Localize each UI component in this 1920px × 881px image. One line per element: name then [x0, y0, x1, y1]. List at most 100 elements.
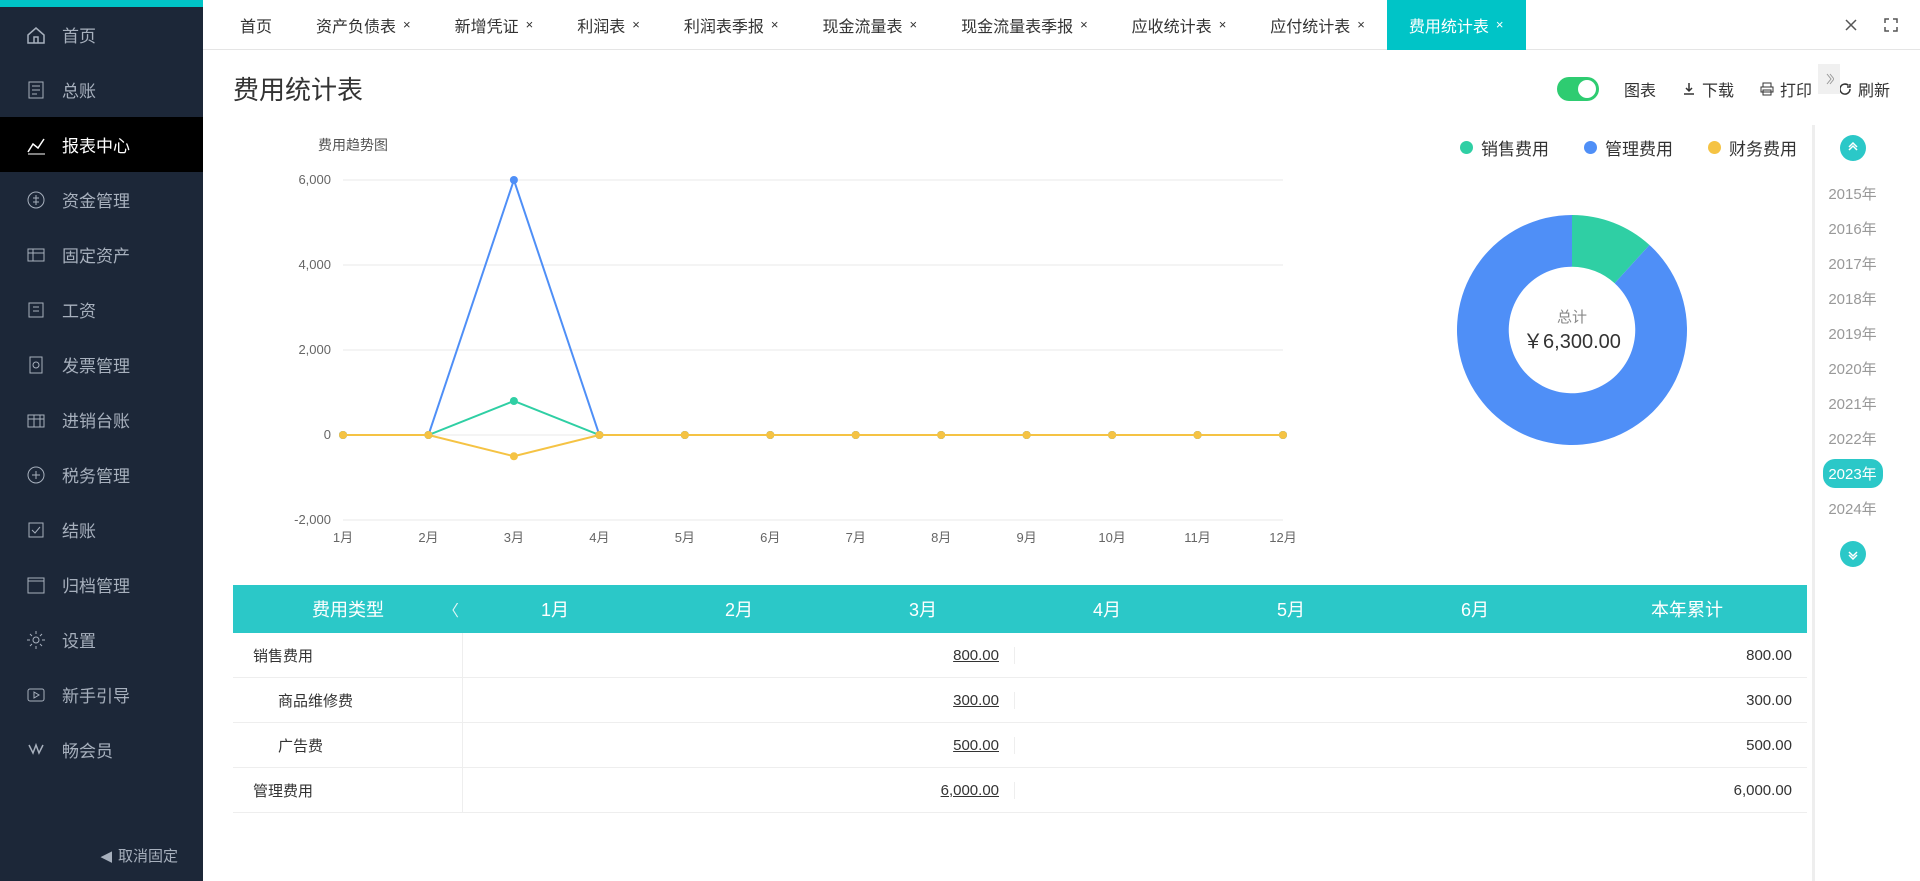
- sidebar-item-ledger[interactable]: 总账: [0, 62, 203, 117]
- td-month[interactable]: 800.00: [831, 647, 1015, 664]
- tab-label: 首页: [240, 13, 272, 37]
- close-all-icon[interactable]: [1840, 14, 1862, 36]
- tab[interactable]: 现金流量表季报×: [939, 0, 1110, 50]
- sidebar-item-salary[interactable]: 工资: [0, 282, 203, 337]
- tab[interactable]: 利润表季报×: [662, 0, 801, 50]
- expense-table: 费用类型 〈 1月2月3月4月5月6月 〉 本年累计 销售费用 800.00 800…: [233, 585, 1807, 813]
- chart-icon: [25, 134, 47, 156]
- tab-close-icon[interactable]: ×: [1496, 17, 1504, 32]
- legend-item[interactable]: 管理费用: [1584, 135, 1673, 160]
- sidebar-item-label: 设置: [62, 627, 96, 652]
- tab-close-icon[interactable]: ×: [1219, 17, 1227, 32]
- year-option[interactable]: 2018年: [1823, 284, 1883, 313]
- sidebar-item-chart[interactable]: 报表中心: [0, 117, 203, 172]
- sidebar-item-invoice[interactable]: 发票管理: [0, 337, 203, 392]
- td-type: 销售费用: [233, 633, 463, 677]
- salary-icon: [25, 299, 47, 321]
- tab[interactable]: 应收统计表 ×: [1110, 0, 1249, 50]
- svg-text:9月: 9月: [1017, 530, 1037, 545]
- donut-chart: 总计￥6,300.00: [1422, 180, 1722, 480]
- sidebar-item-label: 资金管理: [62, 187, 130, 212]
- td-total: 300.00: [1567, 692, 1807, 709]
- sidebar-item-asset[interactable]: 固定资产: [0, 227, 203, 282]
- sidebar-item-vip[interactable]: 畅会员: [0, 722, 203, 777]
- pin-icon: ◀: [100, 847, 112, 865]
- svg-text:￥6,300.00: ￥6,300.00: [1523, 331, 1621, 353]
- sidebar-item-archive[interactable]: 归档管理: [0, 557, 203, 612]
- sidebar-item-money[interactable]: 资金管理: [0, 172, 203, 227]
- tab-close-icon[interactable]: ×: [1080, 17, 1088, 32]
- td-type: 广告费: [233, 723, 463, 767]
- svg-text:12月: 12月: [1269, 530, 1296, 545]
- year-option[interactable]: 2019年: [1823, 319, 1883, 348]
- prev-month-arrow[interactable]: 〈: [443, 597, 459, 621]
- year-option[interactable]: 2016年: [1823, 214, 1883, 243]
- sidebar-item-inventory[interactable]: 进销台账: [0, 392, 203, 447]
- td-type: 商品维修费: [233, 678, 463, 722]
- collapse-handle[interactable]: [1818, 64, 1840, 94]
- tab-close-icon[interactable]: ×: [403, 17, 411, 32]
- page-header: 费用统计表 图表 下载 打印 刷新: [233, 70, 1890, 107]
- legend-item[interactable]: 财务费用: [1708, 135, 1797, 160]
- tab-close-icon[interactable]: ×: [632, 17, 640, 32]
- td-total: 6,000.00: [1567, 782, 1807, 799]
- year-option[interactable]: 2024年: [1823, 494, 1883, 523]
- year-up-button[interactable]: [1840, 135, 1866, 161]
- tab-close-icon[interactable]: ×: [526, 17, 534, 32]
- chart-toggle[interactable]: [1557, 77, 1599, 101]
- sidebar-item-guide[interactable]: 新手引导: [0, 667, 203, 722]
- td-total: 800.00: [1567, 647, 1807, 664]
- sidebar: 首页总账报表中心资金管理固定资产工资发票管理进销台账税务管理结账归档管理设置新手…: [0, 0, 203, 881]
- fullscreen-icon[interactable]: [1880, 14, 1902, 36]
- table-header: 费用类型 〈 1月2月3月4月5月6月 〉 本年累计: [233, 585, 1807, 633]
- svg-text:5月: 5月: [675, 530, 695, 545]
- year-option[interactable]: 2017年: [1823, 249, 1883, 278]
- th-month: 2月: [647, 596, 831, 622]
- tab-label: 费用统计表: [1409, 13, 1489, 37]
- tab[interactable]: 现金流量表×: [800, 0, 939, 50]
- sidebar-item-label: 发票管理: [62, 352, 130, 377]
- year-down-button[interactable]: [1840, 541, 1866, 567]
- year-panel: 2015年 2016年 2017年 2018年 2019年 2020年 2021年 2022年…: [1815, 125, 1890, 881]
- tab-close-icon[interactable]: ×: [1357, 17, 1365, 32]
- sidebar-item-home[interactable]: 首页: [0, 7, 203, 62]
- tab[interactable]: 新增凭证×: [433, 0, 556, 50]
- th-month: 1月: [463, 596, 647, 622]
- tab-close-icon[interactable]: ×: [909, 17, 917, 32]
- year-option[interactable]: 2020年: [1823, 354, 1883, 383]
- year-option[interactable]: 2022年: [1823, 424, 1883, 453]
- tab[interactable]: 费用统计表 ×: [1387, 0, 1526, 50]
- tab[interactable]: 应付统计表×: [1248, 0, 1387, 50]
- sidebar-accent: [0, 0, 203, 7]
- tab[interactable]: 利润表×: [555, 0, 662, 50]
- print-button[interactable]: 打印: [1759, 77, 1812, 101]
- svg-text:6,000: 6,000: [298, 172, 331, 187]
- year-option[interactable]: 2015年: [1823, 179, 1883, 208]
- sidebar-item-label: 工资: [62, 297, 96, 322]
- legend-dot: [1584, 141, 1597, 154]
- refresh-button[interactable]: 刷新: [1837, 77, 1890, 101]
- svg-text:11月: 11月: [1184, 530, 1211, 545]
- td-month[interactable]: 6,000.00: [831, 782, 1015, 799]
- legend-item[interactable]: 销售费用: [1460, 135, 1549, 160]
- sidebar-item-tax[interactable]: 税务管理: [0, 447, 203, 502]
- tab[interactable]: 资产负债表 ×: [294, 0, 433, 50]
- download-button[interactable]: 下载: [1681, 77, 1734, 101]
- tab[interactable]: 首页: [218, 0, 294, 50]
- archive-icon: [25, 574, 47, 596]
- year-option[interactable]: 2021年: [1823, 389, 1883, 418]
- tab-label: 资产负债表: [316, 13, 396, 37]
- year-option[interactable]: 2023年: [1823, 459, 1883, 488]
- td-month[interactable]: 500.00: [831, 737, 1015, 754]
- sidebar-item-close-book[interactable]: 结账: [0, 502, 203, 557]
- svg-text:7月: 7月: [846, 530, 866, 545]
- tab-close-icon[interactable]: ×: [771, 17, 779, 32]
- vip-icon: [25, 739, 47, 761]
- sidebar-unpin[interactable]: ◀ 取消固定: [0, 830, 203, 881]
- sidebar-item-label: 首页: [62, 22, 96, 47]
- next-month-arrow[interactable]: 〉: [1537, 597, 1827, 621]
- sidebar-item-gear[interactable]: 设置: [0, 612, 203, 667]
- body: 费用趋势图 -2,00002,0004,0006,0001月2月3月4月5月6月…: [233, 125, 1890, 881]
- td-month[interactable]: 300.00: [831, 692, 1015, 709]
- tab-label: 应收统计表: [1132, 13, 1212, 37]
